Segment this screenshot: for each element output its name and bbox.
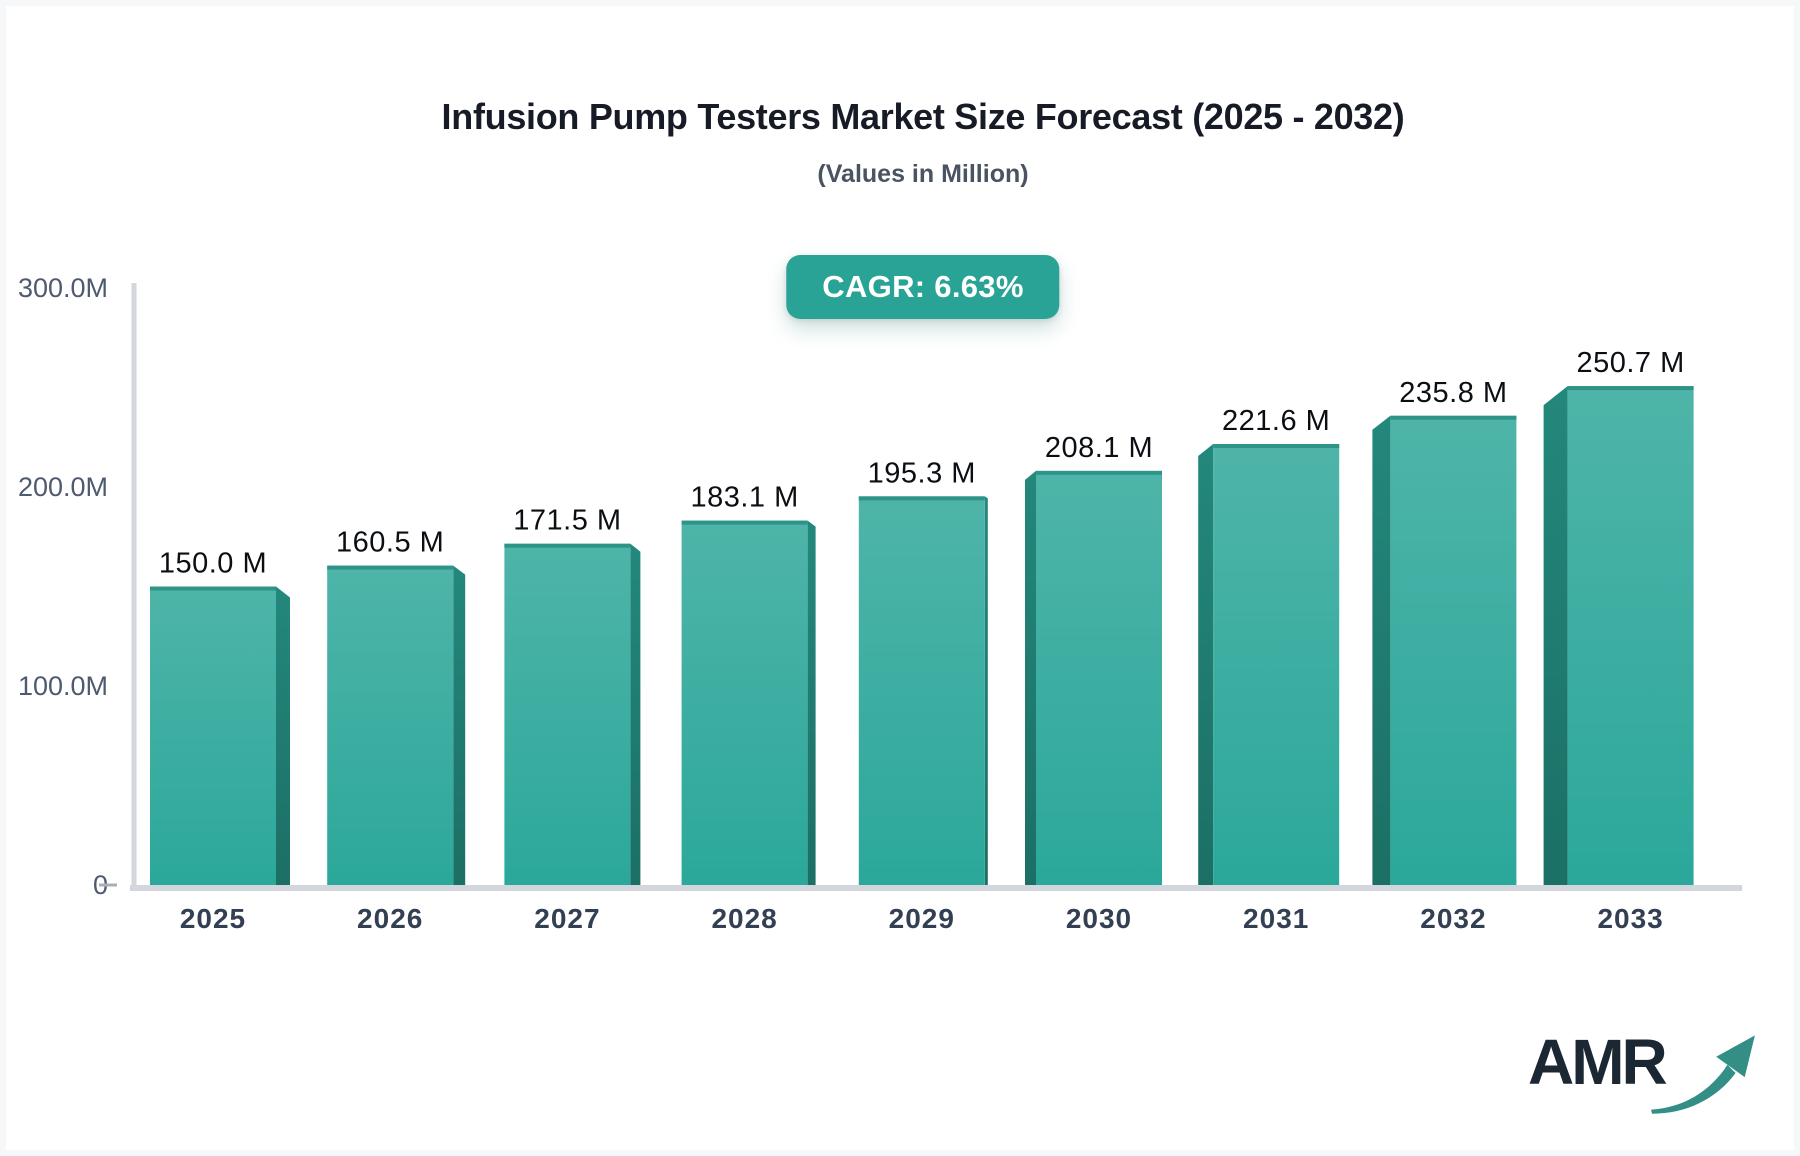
chart-subtitle: (Values in Million) [817, 160, 1029, 188]
bar-value-label-2030: 208.1 M [1045, 432, 1153, 464]
bar-side-face-2033 [1543, 386, 1568, 885]
bar-value-label-2026: 160.5 M [336, 527, 444, 559]
amr-logo: AMR [1528, 1030, 1761, 1114]
bar-side-face-2025 [276, 586, 290, 885]
bar-2030[interactable] [1036, 470, 1162, 885]
bar-side-face-2032 [1372, 415, 1391, 885]
bar-2033[interactable] [1567, 386, 1694, 885]
x-axis-label-2028: 2028 [711, 903, 777, 934]
bar-top-edge-2029 [858, 496, 985, 501]
bar-top-edge-2030 [1036, 470, 1162, 475]
bar-value-label-2031: 221.6 M [1222, 405, 1330, 437]
bar-value-label-2028: 183.1 M [690, 482, 798, 514]
bar-top-edge-2025 [150, 586, 276, 591]
bar-value-label-2025: 150.0 M [159, 548, 267, 580]
bar-side-face-2031 [1198, 444, 1214, 885]
bar-2027[interactable] [504, 543, 631, 885]
bar-side-face-2028 [807, 520, 816, 885]
bar-2029[interactable] [858, 496, 985, 885]
bar-side-face-2026 [453, 565, 466, 885]
bar-2026[interactable] [327, 565, 454, 885]
y-axis-tick-label: 300.0M [18, 273, 108, 303]
bar-2031[interactable] [1213, 444, 1340, 885]
amr-logo-text: AMR [1528, 1026, 1668, 1098]
bar-value-label-2033: 250.7 M [1576, 347, 1684, 379]
bar-top-edge-2026 [327, 565, 454, 570]
bar-2032[interactable] [1390, 415, 1517, 885]
bar-side-face-2030 [1025, 470, 1036, 885]
y-axis-tick-label: 100.0M [18, 671, 108, 701]
x-axis-label-2031: 2031 [1243, 903, 1309, 934]
bar-top-edge-2032 [1390, 415, 1517, 420]
bar-top-edge-2033 [1567, 386, 1694, 391]
bar-value-label-2027: 171.5 M [513, 505, 621, 537]
x-axis-label-2025: 2025 [180, 903, 246, 934]
x-axis-label-2032: 2032 [1420, 903, 1486, 934]
bar-value-label-2029: 195.3 M [868, 457, 976, 489]
y-axis-tick-label: 200.0M [18, 472, 108, 502]
cagr-badge: CAGR: 6.63% [786, 255, 1060, 319]
bar-top-edge-2027 [504, 543, 631, 548]
growth-arrow-icon [1650, 1035, 1755, 1114]
x-axis-label-2027: 2027 [534, 903, 600, 934]
bar-top-edge-2031 [1213, 444, 1340, 449]
bar-side-face-2029 [984, 496, 988, 885]
chart-title: Infusion Pump Testers Market Size Foreca… [441, 96, 1405, 137]
bar-side-face-2027 [630, 543, 641, 885]
x-axis-label-2026: 2026 [357, 903, 423, 934]
bar-top-edge-2028 [681, 520, 808, 525]
x-axis-label-2029: 2029 [889, 903, 955, 934]
bar-value-label-2032: 235.8 M [1399, 377, 1507, 409]
bar-2025[interactable] [150, 586, 276, 886]
bar-2028[interactable] [681, 520, 808, 885]
x-axis-label-2033: 2033 [1597, 903, 1663, 934]
x-axis-label-2030: 2030 [1066, 903, 1132, 934]
